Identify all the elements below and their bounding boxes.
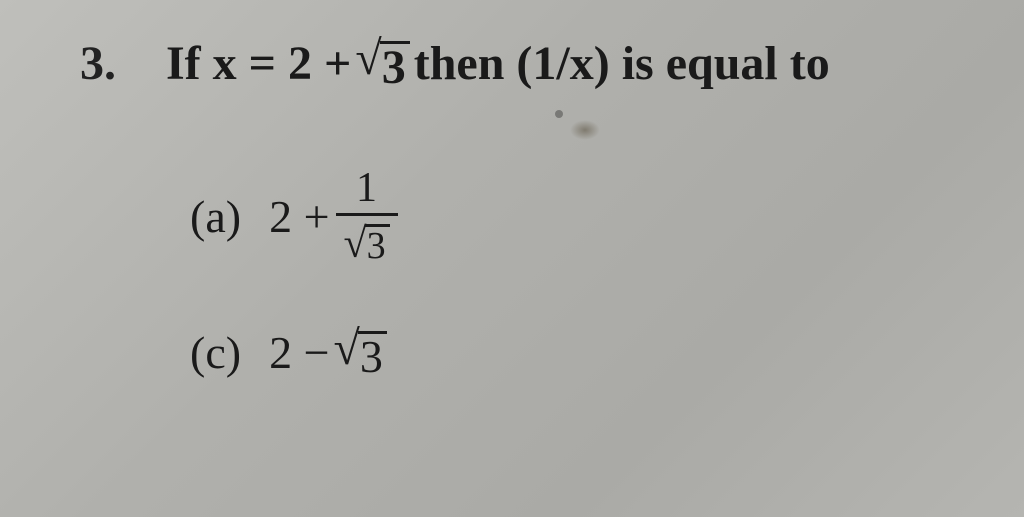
scanned-page: 3. If x = 2 + √ 3 then (1/x) is equal to… — [0, 0, 1024, 517]
question-suffix: then (1/x) is equal to — [414, 30, 830, 97]
option-c: (c) 2 − √ 3 — [190, 325, 984, 380]
paper-dot — [555, 110, 563, 118]
option-a-content: 2 + 1 √ 3 — [269, 167, 404, 265]
option-a-denominator: √ 3 — [336, 213, 398, 265]
option-a-leading: 2 + — [269, 190, 329, 243]
option-a-den-radicand: 3 — [365, 224, 390, 265]
option-c-content: 2 − √ 3 — [269, 325, 391, 380]
sqrt-expression: √ 3 — [355, 35, 409, 92]
question-prefix: If x = 2 + — [166, 30, 351, 97]
question-text: If x = 2 + √ 3 then (1/x) is equal to — [166, 30, 830, 97]
options-list: (a) 2 + 1 √ 3 (c) 2 − √ 3 — [190, 167, 984, 380]
option-a: (a) 2 + 1 √ 3 — [190, 167, 984, 265]
sqrt-icon: √ — [344, 223, 367, 265]
option-c-leading: 2 − — [269, 326, 329, 379]
option-c-sqrt: √ 3 — [334, 325, 387, 380]
paper-smudge — [570, 120, 600, 140]
option-a-numerator: 1 — [348, 167, 385, 213]
option-c-label: (c) — [190, 326, 241, 379]
option-c-radicand: 3 — [358, 331, 387, 380]
option-a-fraction: 1 √ 3 — [336, 167, 398, 265]
option-a-label: (a) — [190, 190, 241, 243]
sqrt-icon: √ — [334, 325, 360, 373]
sqrt-icon: √ — [355, 35, 381, 83]
question-number: 3. — [80, 30, 116, 97]
sqrt-radicand: 3 — [380, 41, 410, 92]
question-row: 3. If x = 2 + √ 3 then (1/x) is equal to — [80, 30, 984, 97]
